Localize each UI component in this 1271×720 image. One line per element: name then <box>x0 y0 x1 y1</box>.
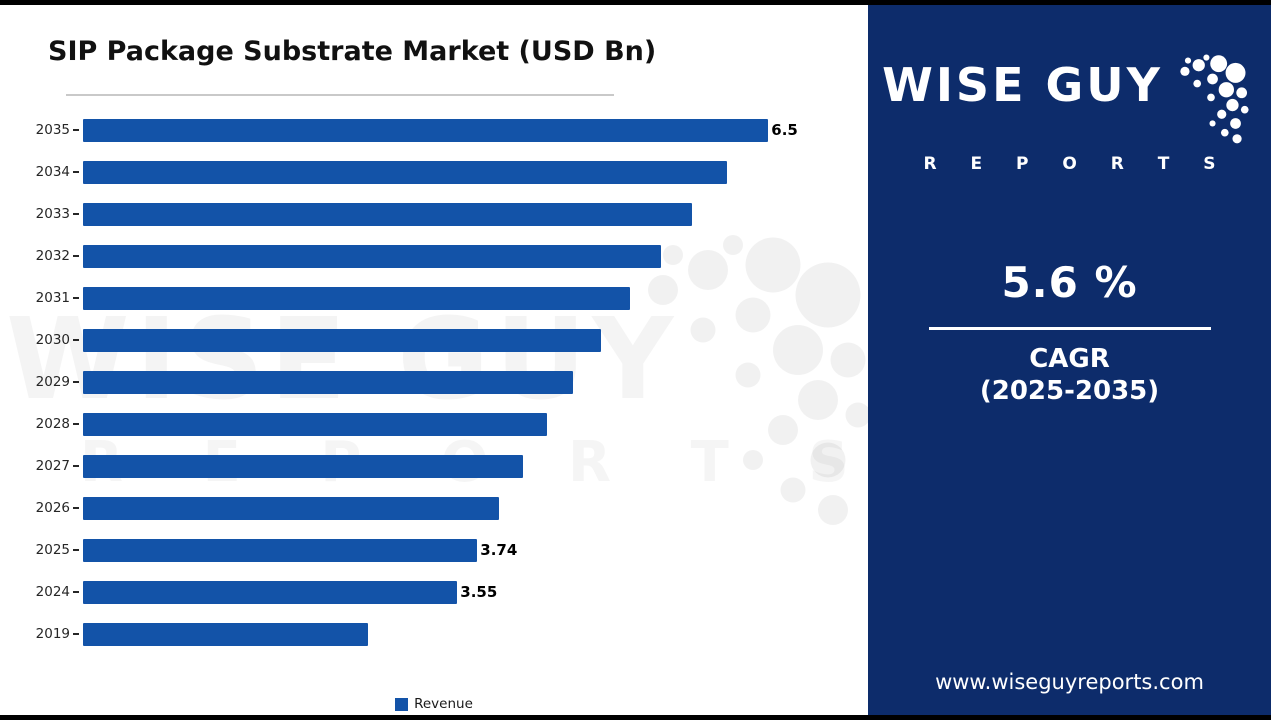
y-tick <box>73 129 79 131</box>
revenue-bar <box>83 496 500 520</box>
chart-panel: WISE GUY R E P O R T S SIP Package Subst… <box>0 36 868 712</box>
y-tick <box>73 633 79 635</box>
chart-row: 2030 <box>0 319 860 361</box>
cagr-value: 5.6 % <box>1001 258 1138 307</box>
cagr-divider <box>928 327 1211 330</box>
y-tick <box>73 381 79 383</box>
logo-head-icon <box>1180 54 1249 144</box>
cagr-period: (2025-2035) <box>979 376 1160 406</box>
y-tick <box>73 549 79 551</box>
bar-track <box>83 160 860 184</box>
chart-rows: 2035 6.5 2034 2033 2032 2031 2030 2029 2028 2027 2… <box>0 109 860 655</box>
brand-panel: WISE GUY R E P O R T S 5.6 % CAGR <box>868 0 1271 720</box>
chart-row: 2025 3.74 <box>0 529 860 571</box>
revenue-bar <box>83 160 728 184</box>
bar-track <box>83 328 860 352</box>
y-tick-label: 2030 <box>35 332 70 348</box>
revenue-bar <box>83 286 631 310</box>
revenue-bar <box>83 202 693 226</box>
chart-row: 2028 <box>0 403 860 445</box>
bar-track: 3.74 <box>83 538 860 562</box>
y-tick-label: 2035 <box>35 122 70 138</box>
chart-row: 2031 <box>0 277 860 319</box>
bar-track <box>83 370 860 394</box>
legend-label: Revenue <box>414 696 473 712</box>
y-tick-label: 2031 <box>35 290 70 306</box>
bar-value-label: 3.74 <box>480 541 518 559</box>
y-tick <box>73 213 79 215</box>
y-tick <box>73 297 79 299</box>
website-url: www.wiseguyreports.com <box>935 670 1204 694</box>
revenue-bar <box>83 244 661 268</box>
bar-value-label: 6.5 <box>771 121 798 139</box>
y-tick-label: 2032 <box>35 248 70 264</box>
revenue-bar <box>83 580 458 604</box>
chart-row: 2026 <box>0 487 860 529</box>
bar-track <box>83 202 860 226</box>
y-tick-label: 2033 <box>35 206 70 222</box>
logo-subtext: R E P O R T S <box>923 154 1230 174</box>
bar-track <box>83 496 860 520</box>
bar-track <box>83 622 860 646</box>
chart-title: SIP Package Substrate Market (USD Bn) <box>48 36 657 67</box>
y-tick <box>73 507 79 509</box>
title-underline <box>66 94 614 96</box>
cagr-label: CAGR <box>1029 344 1110 374</box>
bar-track: 3.55 <box>83 580 860 604</box>
bar-track <box>83 244 860 268</box>
y-tick-label: 2019 <box>35 626 70 642</box>
y-tick-label: 2029 <box>35 374 70 390</box>
y-tick-label: 2034 <box>35 164 70 180</box>
y-tick <box>73 423 79 425</box>
bar-track <box>83 412 860 436</box>
bar-track: 6.5 <box>83 118 860 142</box>
y-tick <box>73 255 79 257</box>
top-border <box>0 0 1271 5</box>
chart-row: 2027 <box>0 445 860 487</box>
brand-logo: WISE GUY R E P O R T S <box>868 52 1271 174</box>
y-tick <box>73 171 79 173</box>
bottom-border <box>0 715 1271 720</box>
y-tick-label: 2025 <box>35 542 70 558</box>
y-tick-label: 2026 <box>35 500 70 516</box>
chart-row: 2035 6.5 <box>0 109 860 151</box>
y-tick-label: 2027 <box>35 458 70 474</box>
y-tick <box>73 339 79 341</box>
revenue-bar <box>83 538 478 562</box>
bar-track <box>83 454 860 478</box>
revenue-bar <box>83 118 769 142</box>
y-tick <box>73 465 79 467</box>
revenue-bar <box>83 370 574 394</box>
bar-value-label: 3.55 <box>460 583 498 601</box>
logo-text: WISE GUY <box>882 58 1163 112</box>
legend-swatch <box>395 697 409 711</box>
bar-track <box>83 286 860 310</box>
revenue-bar <box>83 622 368 646</box>
revenue-bar <box>83 412 547 436</box>
chart-row: 2032 <box>0 235 860 277</box>
legend: Revenue <box>0 696 868 712</box>
chart-row: 2034 <box>0 151 860 193</box>
chart-row: 2033 <box>0 193 860 235</box>
chart-row: 2024 3.55 <box>0 571 860 613</box>
y-tick-label: 2024 <box>35 584 70 600</box>
revenue-bar <box>83 328 601 352</box>
chart-row: 2029 <box>0 361 860 403</box>
chart-row: 2019 <box>0 613 860 655</box>
y-tick <box>73 591 79 593</box>
revenue-bar <box>83 454 523 478</box>
cagr-block: 5.6 % CAGR (2025-2035) <box>868 258 1271 406</box>
y-tick-label: 2028 <box>35 416 70 432</box>
